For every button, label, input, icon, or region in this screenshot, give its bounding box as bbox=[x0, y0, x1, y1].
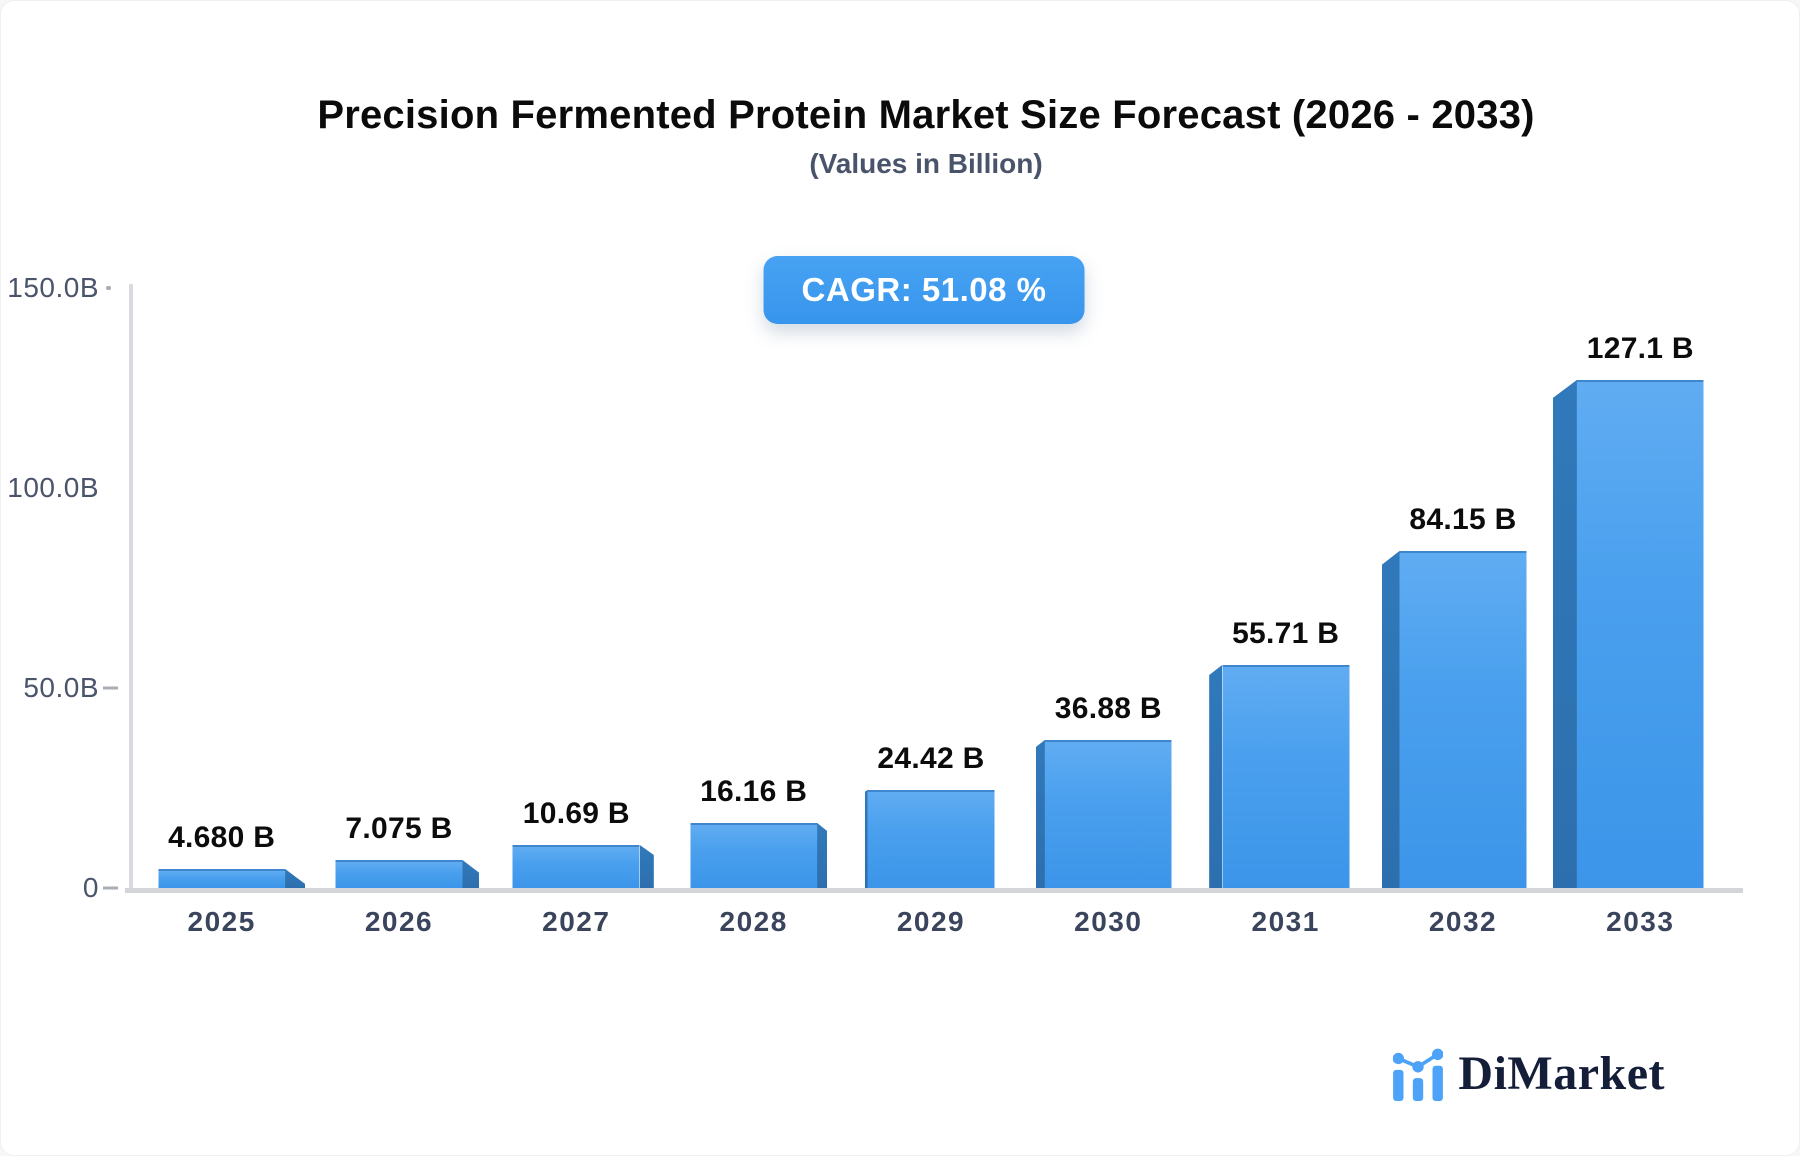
y-axis-line bbox=[129, 284, 133, 890]
x-axis-label: 2028 bbox=[719, 906, 788, 937]
bar-group-2029: 24.42 B 2029 bbox=[842, 742, 1019, 937]
cagr-badge: CAGR: 51.08 % bbox=[763, 256, 1085, 324]
y-tick-mark bbox=[106, 286, 111, 290]
x-axis-label: 2029 bbox=[896, 906, 966, 937]
cagr-badge-label: CAGR: 51.08 % bbox=[801, 271, 1047, 308]
bar-group-2033: 127.1 B 2033 bbox=[1552, 332, 1729, 937]
y-tick-mark bbox=[103, 886, 118, 890]
mini-bar-chart-icon bbox=[1393, 1048, 1444, 1101]
brand-logo: DiMarket bbox=[1393, 1045, 1665, 1101]
bar-face bbox=[1576, 380, 1704, 888]
bar-face bbox=[690, 823, 818, 888]
bar-value-label: 55.71 B bbox=[1232, 617, 1340, 650]
bar-group-2028: 16.16 B 2028 bbox=[665, 775, 842, 937]
bar-3d-side bbox=[1035, 740, 1045, 888]
bar-group-2026: 7.075 B 2026 bbox=[310, 812, 487, 937]
x-axis-label: 2030 bbox=[1074, 906, 1143, 937]
bar-value-label: 127.1 B bbox=[1586, 332, 1694, 365]
plot-area: 150.0B 100.0B 50.0B 0 4.680 B 2025 7.075 B 202… bbox=[7, 272, 1743, 937]
y-tick-label: 150.0B bbox=[7, 272, 99, 303]
x-axis-label: 2026 bbox=[364, 906, 434, 937]
bar-face bbox=[1222, 665, 1350, 888]
brand-name: DiMarket bbox=[1458, 1046, 1665, 1100]
bar-3d-side bbox=[462, 860, 480, 888]
bar-3d-side bbox=[1381, 551, 1400, 888]
bar-value-label: 16.16 B bbox=[700, 775, 808, 808]
bar-3d-side bbox=[864, 790, 868, 888]
y-tick-label: 100.0B bbox=[7, 472, 99, 503]
chart-subtitle: (Values in Billion) bbox=[809, 148, 1043, 179]
bar-group-2027: 10.69 B 2027 bbox=[488, 797, 665, 937]
bar-value-label: 10.69 B bbox=[522, 797, 630, 830]
x-axis-label: 2033 bbox=[1606, 906, 1675, 937]
bar-value-label: 36.88 B bbox=[1054, 692, 1162, 725]
bar-face bbox=[512, 845, 640, 888]
bar-face bbox=[1044, 740, 1172, 888]
bar-group-2025: 4.680 B 2025 bbox=[133, 821, 310, 937]
y-tick-label: 0 bbox=[82, 872, 99, 903]
bar-value-label: 4.680 B bbox=[168, 821, 276, 854]
bar-group-2030: 36.88 B 2030 bbox=[1020, 692, 1197, 937]
bar-3d-side bbox=[817, 823, 828, 888]
bar-group-2032: 84.15 B 2032 bbox=[1374, 503, 1551, 937]
x-axis-label: 2031 bbox=[1251, 906, 1320, 937]
bar-group-2031: 55.71 B 2031 bbox=[1197, 617, 1374, 937]
x-axis-label: 2032 bbox=[1428, 906, 1498, 937]
y-tick-label: 50.0B bbox=[23, 672, 99, 703]
bar-value-label: 84.15 B bbox=[1409, 503, 1517, 536]
bar-face bbox=[158, 869, 286, 888]
bar-3d-side bbox=[1209, 665, 1223, 888]
x-axis-label: 2027 bbox=[542, 906, 611, 937]
bar-value-label: 24.42 B bbox=[877, 742, 985, 775]
bar-3d-side bbox=[285, 869, 306, 888]
bar-value-label: 7.075 B bbox=[345, 812, 453, 845]
chart-title: Precision Fermented Protein Market Size … bbox=[317, 93, 1535, 137]
x-axis-line bbox=[125, 888, 1743, 893]
bar-3d-side bbox=[1552, 380, 1577, 888]
x-axis-label: 2025 bbox=[187, 906, 256, 937]
bar-3d-side bbox=[639, 845, 654, 888]
bar-face bbox=[1399, 551, 1527, 888]
bar-face bbox=[335, 860, 463, 888]
y-tick-mark bbox=[103, 686, 118, 690]
bar-face bbox=[867, 790, 995, 888]
